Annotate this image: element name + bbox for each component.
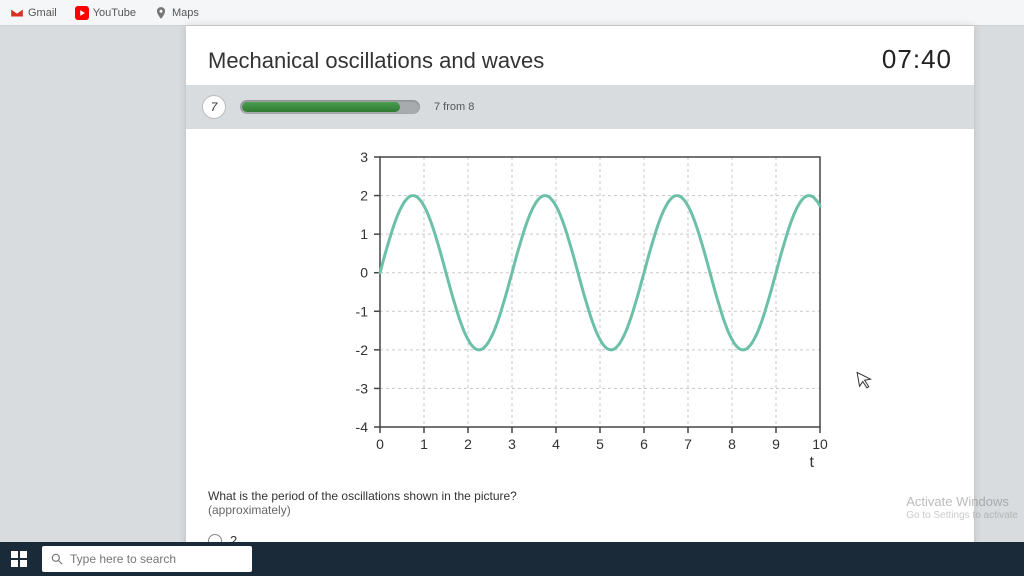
- progress-bar: [240, 100, 420, 114]
- bookmark-gmail[interactable]: Gmail: [10, 6, 57, 20]
- bookmark-label: Gmail: [28, 7, 57, 19]
- question-sub: (approximately): [208, 503, 952, 517]
- svg-text:10: 10: [812, 436, 828, 452]
- search-placeholder: Type here to search: [70, 552, 176, 566]
- page-title: Mechanical oscillations and waves: [208, 48, 544, 74]
- question-number: 7: [202, 95, 226, 119]
- quiz-card: Mechanical oscillations and waves 07:40 …: [186, 26, 974, 558]
- svg-text:1: 1: [360, 226, 368, 242]
- taskbar[interactable]: Type here to search: [0, 542, 1024, 576]
- oscillation-chart: 0 1 2 3 4 5 6 7 8 9 10 -4 -3 -2 -1 0 1 2 3 t: [330, 147, 830, 477]
- card-header: Mechanical oscillations and waves 07:40: [186, 26, 974, 85]
- svg-text:0: 0: [360, 265, 368, 281]
- svg-text:-3: -3: [356, 380, 369, 396]
- svg-text:-4: -4: [356, 419, 369, 435]
- youtube-icon: [75, 6, 89, 20]
- bookmark-youtube[interactable]: YouTube: [75, 6, 136, 20]
- watermark-line1: Activate Windows: [906, 494, 1018, 510]
- bookmark-label: Maps: [172, 7, 199, 19]
- progress-fill: [242, 102, 400, 112]
- svg-text:4: 4: [552, 436, 560, 452]
- svg-text:7: 7: [684, 436, 692, 452]
- chart-box: 0 1 2 3 4 5 6 7 8 9 10 -4 -3 -2 -1 0 1 2 3 t: [330, 147, 830, 477]
- progress-text: 7 from 8: [434, 101, 474, 113]
- bookmark-maps[interactable]: Maps: [154, 6, 199, 20]
- svg-text:5: 5: [596, 436, 604, 452]
- activate-windows-watermark: Activate Windows Go to Settings to activ…: [906, 494, 1018, 522]
- svg-text:-1: -1: [356, 303, 369, 319]
- progress-row: 7 7 from 8: [186, 85, 974, 129]
- svg-text:-2: -2: [356, 342, 369, 358]
- svg-text:9: 9: [772, 436, 780, 452]
- svg-text:6: 6: [640, 436, 648, 452]
- svg-text:1: 1: [420, 436, 428, 452]
- svg-text:2: 2: [360, 188, 368, 204]
- start-button[interactable]: [0, 542, 38, 576]
- svg-text:8: 8: [728, 436, 736, 452]
- svg-text:2: 2: [464, 436, 472, 452]
- search-icon: [50, 552, 64, 566]
- watermark-line2: Go to Settings to activate: [906, 510, 1018, 522]
- bookmark-label: YouTube: [93, 7, 136, 19]
- timer: 07:40: [882, 44, 952, 75]
- bookmarks-bar: Gmail YouTube Maps: [0, 0, 1024, 26]
- gmail-icon: [10, 6, 24, 20]
- question-text: What is the period of the oscillations s…: [208, 489, 952, 503]
- svg-text:3: 3: [360, 149, 368, 165]
- taskbar-search[interactable]: Type here to search: [42, 546, 252, 572]
- windows-icon: [11, 551, 27, 567]
- chart-zone: 0 1 2 3 4 5 6 7 8 9 10 -4 -3 -2 -1 0 1 2 3 t: [186, 129, 974, 483]
- svg-text:0: 0: [376, 436, 384, 452]
- maps-icon: [154, 6, 168, 20]
- question-block: What is the period of the oscillations s…: [186, 483, 974, 527]
- svg-text:t: t: [810, 454, 815, 471]
- svg-text:3: 3: [508, 436, 516, 452]
